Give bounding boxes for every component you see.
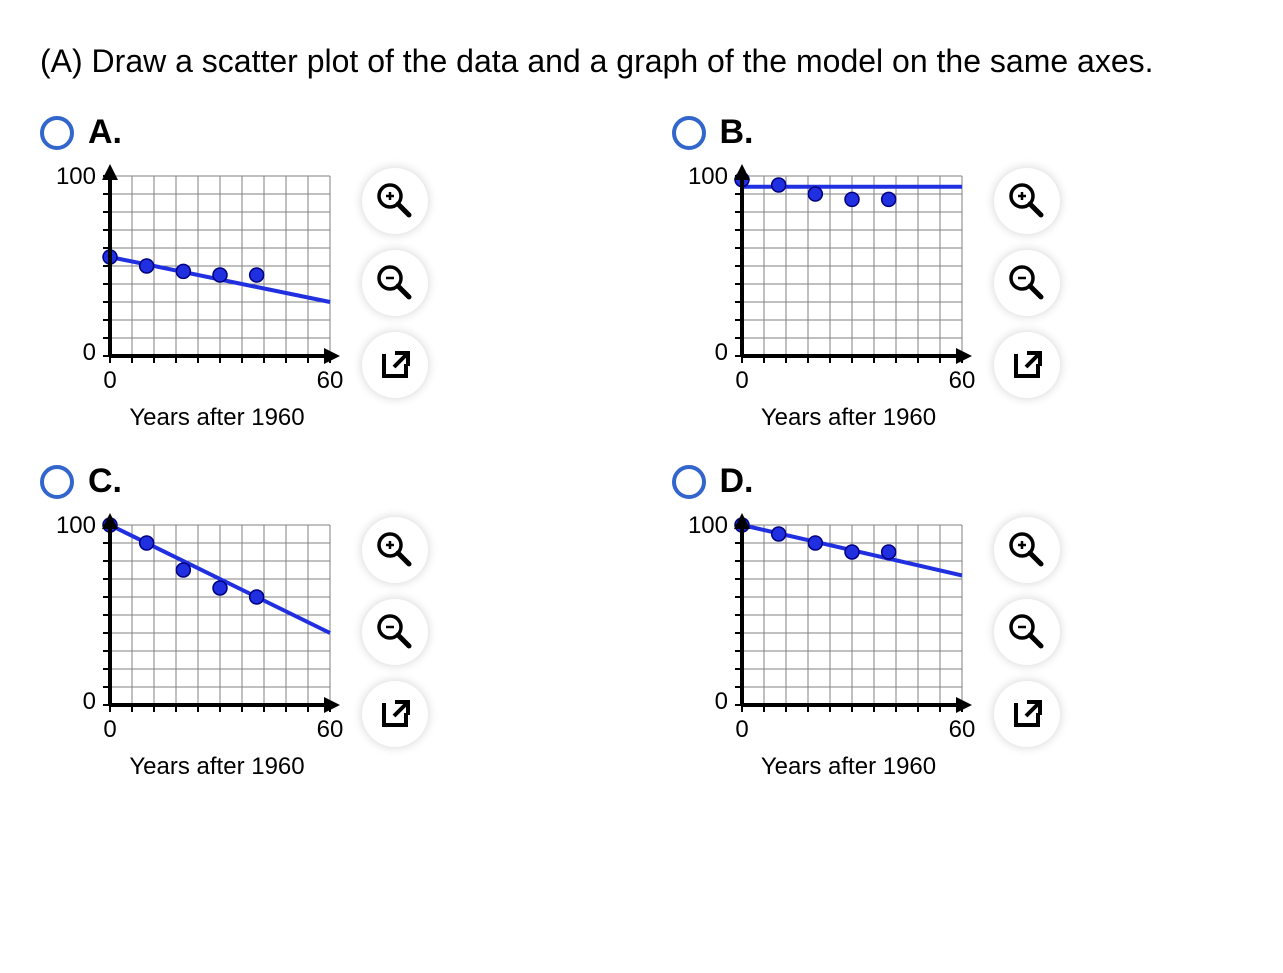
svg-text:0: 0 [103, 716, 116, 743]
mini-chart-svg: 100 00 60 [40, 511, 344, 751]
chart-controls [994, 162, 1060, 398]
svg-text:60: 60 [948, 367, 975, 394]
choice-A: A. 100 00 60 Years after 1960 [40, 113, 612, 432]
choice-label-B: B. [720, 113, 754, 152]
zoom-in-icon [1007, 530, 1047, 570]
chart-controls [994, 511, 1060, 747]
zoom-in-button[interactable] [362, 168, 428, 234]
choice-C: C. 100 00 60 Years after 1960 [40, 462, 612, 781]
choice-label-D: D. [720, 462, 754, 501]
expand-button[interactable] [994, 681, 1060, 747]
question-text: (A) Draw a scatter plot of the data and … [40, 40, 1243, 83]
chart-B: 100 00 60 [672, 162, 976, 402]
svg-text:0: 0 [83, 339, 96, 366]
zoom-out-button[interactable] [994, 250, 1060, 316]
x-axis-label: Years after 1960 [129, 753, 304, 781]
zoom-out-icon [375, 612, 415, 652]
radio-A[interactable] [40, 116, 74, 150]
zoom-out-button[interactable] [362, 250, 428, 316]
svg-text:0: 0 [714, 688, 727, 715]
svg-text:0: 0 [735, 716, 748, 743]
choices-grid: A. 1000060 Years after 1960 [40, 113, 1243, 781]
svg-text:60: 60 [948, 716, 975, 743]
chart-D: 100 00 60 [672, 511, 976, 751]
zoom-in-button[interactable] [994, 168, 1060, 234]
expand-button[interactable] [994, 332, 1060, 398]
svg-text:100: 100 [687, 163, 727, 190]
chart-C: 100 00 60 [40, 511, 344, 751]
expand-icon [377, 696, 413, 732]
zoom-in-icon [375, 181, 415, 221]
svg-text:0: 0 [103, 367, 116, 394]
chart-controls [362, 511, 428, 747]
expand-icon [1009, 696, 1045, 732]
expand-button[interactable] [362, 332, 428, 398]
choice-B: B. 100 00 60 Years after 1960 [672, 113, 1244, 432]
expand-button[interactable] [362, 681, 428, 747]
svg-text:60: 60 [317, 716, 344, 743]
chart-A: 100 00 60 [40, 162, 344, 402]
mini-chart-svg: 100 00 60 [672, 162, 976, 402]
zoom-in-icon [1007, 181, 1047, 221]
radio-D[interactable] [672, 465, 706, 499]
radio-C[interactable] [40, 465, 74, 499]
mini-chart-svg: 100 00 60 [40, 162, 344, 402]
choice-label-A: A. [88, 113, 122, 152]
expand-icon [1009, 347, 1045, 383]
zoom-out-button[interactable] [994, 599, 1060, 665]
svg-text:100: 100 [687, 512, 727, 539]
x-axis-label: Years after 1960 [129, 404, 304, 432]
x-axis-label: Years after 1960 [761, 404, 936, 432]
zoom-out-icon [1007, 263, 1047, 303]
choice-D: D. 100 00 60 Years after 1960 [672, 462, 1244, 781]
zoom-out-icon [375, 263, 415, 303]
zoom-in-icon [375, 530, 415, 570]
svg-text:0: 0 [735, 367, 748, 394]
mini-chart-svg: 100 00 60 [672, 511, 976, 751]
zoom-in-button[interactable] [362, 517, 428, 583]
expand-icon [377, 347, 413, 383]
x-axis-label: Years after 1960 [761, 753, 936, 781]
chart-controls [362, 162, 428, 398]
svg-text:100: 100 [56, 163, 96, 190]
zoom-in-button[interactable] [994, 517, 1060, 583]
svg-text:0: 0 [83, 688, 96, 715]
radio-B[interactable] [672, 116, 706, 150]
choice-label-C: C. [88, 462, 122, 501]
svg-text:100: 100 [56, 512, 96, 539]
svg-text:60: 60 [317, 367, 344, 394]
zoom-out-button[interactable] [362, 599, 428, 665]
svg-text:0: 0 [714, 339, 727, 366]
zoom-out-icon [1007, 612, 1047, 652]
